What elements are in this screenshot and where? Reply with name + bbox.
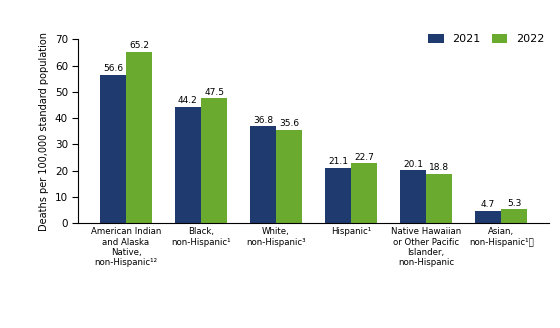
Text: 36.8: 36.8: [253, 116, 273, 125]
Bar: [351, 163, 377, 223]
Text: 56.6: 56.6: [103, 64, 123, 73]
Bar: [325, 168, 351, 223]
Text: 65.2: 65.2: [129, 41, 149, 51]
Text: 22.7: 22.7: [354, 153, 374, 162]
Text: 21.1: 21.1: [328, 157, 348, 166]
Bar: [100, 74, 126, 223]
Text: 35.6: 35.6: [279, 119, 299, 128]
Bar: [276, 130, 302, 223]
Bar: [400, 170, 426, 223]
Text: 5.3: 5.3: [507, 198, 521, 208]
Bar: [175, 107, 201, 223]
Y-axis label: Deaths per 100,000 standard population: Deaths per 100,000 standard population: [39, 32, 49, 231]
Text: 4.7: 4.7: [481, 200, 495, 209]
Bar: [475, 211, 501, 223]
Text: 44.2: 44.2: [178, 96, 198, 106]
Text: 20.1: 20.1: [403, 160, 423, 169]
Text: 47.5: 47.5: [204, 88, 224, 97]
Text: 18.8: 18.8: [429, 163, 449, 172]
Bar: [426, 174, 452, 223]
Bar: [201, 98, 227, 223]
Legend: 2021, 2022: 2021, 2022: [424, 30, 548, 48]
Bar: [250, 127, 276, 223]
Bar: [126, 52, 152, 223]
Bar: [501, 209, 528, 223]
